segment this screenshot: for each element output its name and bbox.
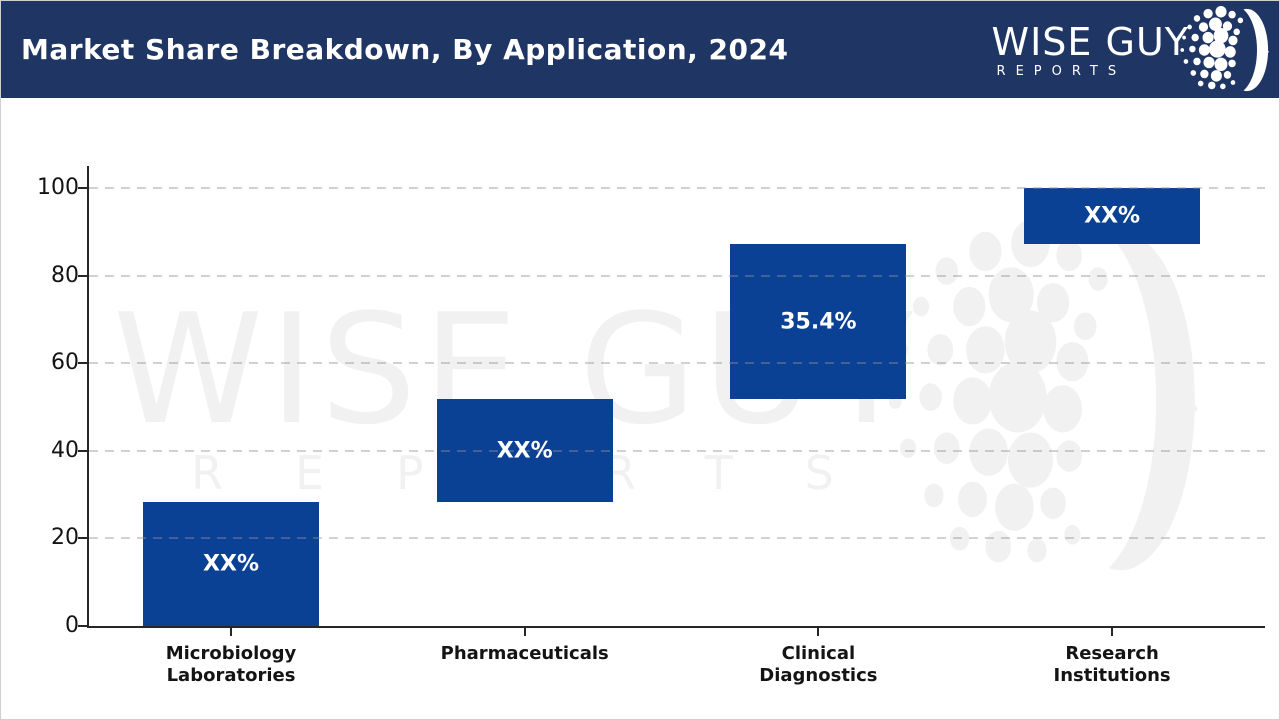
gridline [89,537,1265,540]
gridline [89,187,1265,189]
brand-logo-text: WISE GUY REPORTS [992,23,1189,78]
y-axis-tick-mark [78,187,88,189]
y-axis-tick-mark [78,537,88,540]
bar-value-label: XX% [1084,203,1141,229]
waterfall-chart: WISE GUY REPORTS 020406080100XX%Microbio… [1,98,1279,719]
y-axis-tick-mark [78,362,88,365]
x-axis-category-label: Pharmaceuticals [440,643,609,664]
x-axis-category-label: Microbiology Laboratories [165,643,297,686]
y-axis-tick-mark [78,449,88,452]
y-axis-tick-label: 100 [37,175,79,200]
page-title: Market Share Breakdown, By Application, … [21,33,789,66]
waterfall-bar [436,399,613,503]
x-axis-tick-mark [1111,627,1114,636]
y-axis-tick-label: 60 [51,350,79,376]
dotted-head-logo-icon [1173,6,1269,94]
brand-name: WISE GUY [991,19,1189,64]
gridline [89,274,1265,277]
waterfall-bar [143,502,319,626]
waterfall-bar [1024,188,1201,245]
y-axis-tick-mark [78,625,88,627]
x-axis-category-label: Clinical Diagnostics [759,643,878,686]
y-axis-tick-label: 20 [51,525,79,551]
gridline [89,362,1265,365]
waterfall-bar [730,244,907,400]
y-axis-tick-label: 80 [51,262,79,288]
gridline [89,449,1265,452]
y-axis-tick-mark [78,274,88,277]
x-axis-category-label: Research Institutions [1053,643,1171,686]
x-axis-tick-mark [230,627,232,636]
y-axis-line [87,166,89,628]
header-bar: Market Share Breakdown, By Application, … [1,1,1279,98]
y-axis-tick-label: 0 [65,613,79,638]
x-axis-tick-mark [817,627,820,636]
brand-subname: REPORTS [996,63,1127,79]
bar-value-label: XX% [203,551,259,577]
brand-logo: WISE GUY REPORTS [992,5,1269,95]
bar-value-label: 35.4% [780,309,857,335]
x-axis-tick-mark [523,627,526,636]
bar-value-label: XX% [496,438,553,464]
x-axis-line [87,626,1265,628]
y-axis-tick-label: 40 [51,437,79,463]
